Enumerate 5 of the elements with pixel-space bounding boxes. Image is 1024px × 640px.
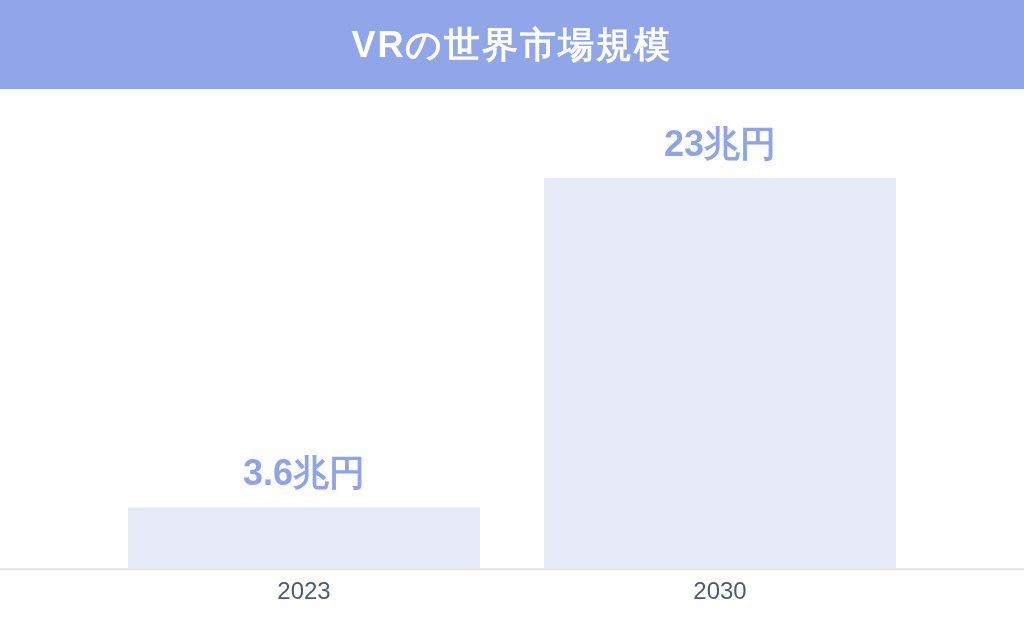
x-tick-label: 2030 bbox=[693, 577, 747, 605]
data-label: 3.6兆円 bbox=[242, 452, 366, 494]
data-label: 23兆円 bbox=[663, 123, 777, 164]
chart-title: VRの世界市場規模 bbox=[0, 0, 1024, 89]
x-tick-label: 2023 bbox=[277, 577, 331, 605]
